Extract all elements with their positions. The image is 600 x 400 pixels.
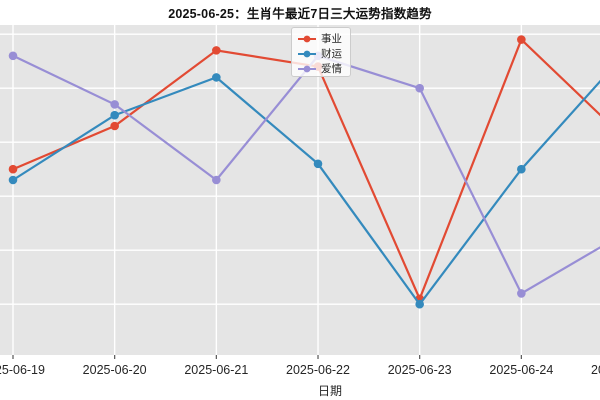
love-line-marker-icon <box>298 65 316 72</box>
data-point-事业 <box>8 164 18 174</box>
x-tick-label: 2025-06-20 <box>82 363 147 377</box>
data-point-爱情 <box>517 289 526 298</box>
x-tick-label: 2025-06-25 <box>591 363 600 377</box>
x-tick-label: 2025-06-21 <box>184 363 249 377</box>
data-point-财运 <box>212 73 221 82</box>
x-tick-label: 2025-06-19 <box>0 363 45 377</box>
data-point-财运 <box>110 110 119 120</box>
x-tick-label: 2025-06-22 <box>286 363 350 377</box>
chart-title: 2025-06-25：生肖牛最近7日三大运势指数趋势 <box>168 7 432 21</box>
data-point-爱情 <box>212 175 221 185</box>
wealth-line-marker-icon <box>298 50 316 57</box>
data-point-事业 <box>212 46 221 55</box>
legend-label-love: 爱情 <box>321 62 342 75</box>
x-tick-label: 2025-06-24 <box>489 363 554 377</box>
data-point-财运 <box>313 159 323 169</box>
data-point-事业 <box>110 121 119 131</box>
data-point-事业 <box>517 35 526 44</box>
legend-item-love: 爱情 <box>297 61 350 76</box>
legend: 事业 财运 爱情 <box>291 27 351 77</box>
data-point-财运 <box>8 175 18 185</box>
data-point-财运 <box>415 299 424 309</box>
career-line-marker-icon <box>298 35 316 42</box>
data-point-爱情 <box>415 83 424 93</box>
x-axis-label: 日期 <box>317 384 343 398</box>
data-point-爱情 <box>8 51 18 61</box>
legend-item-career: 事业 <box>297 31 350 46</box>
legend-label-career: 事业 <box>321 32 342 45</box>
legend-label-wealth: 财运 <box>321 47 342 60</box>
data-point-财运 <box>517 164 526 174</box>
plot-panel <box>0 25 600 355</box>
data-point-爱情 <box>110 100 119 109</box>
x-tick-label: 2025-06-23 <box>387 363 452 377</box>
legend-item-wealth: 财运 <box>297 46 350 61</box>
